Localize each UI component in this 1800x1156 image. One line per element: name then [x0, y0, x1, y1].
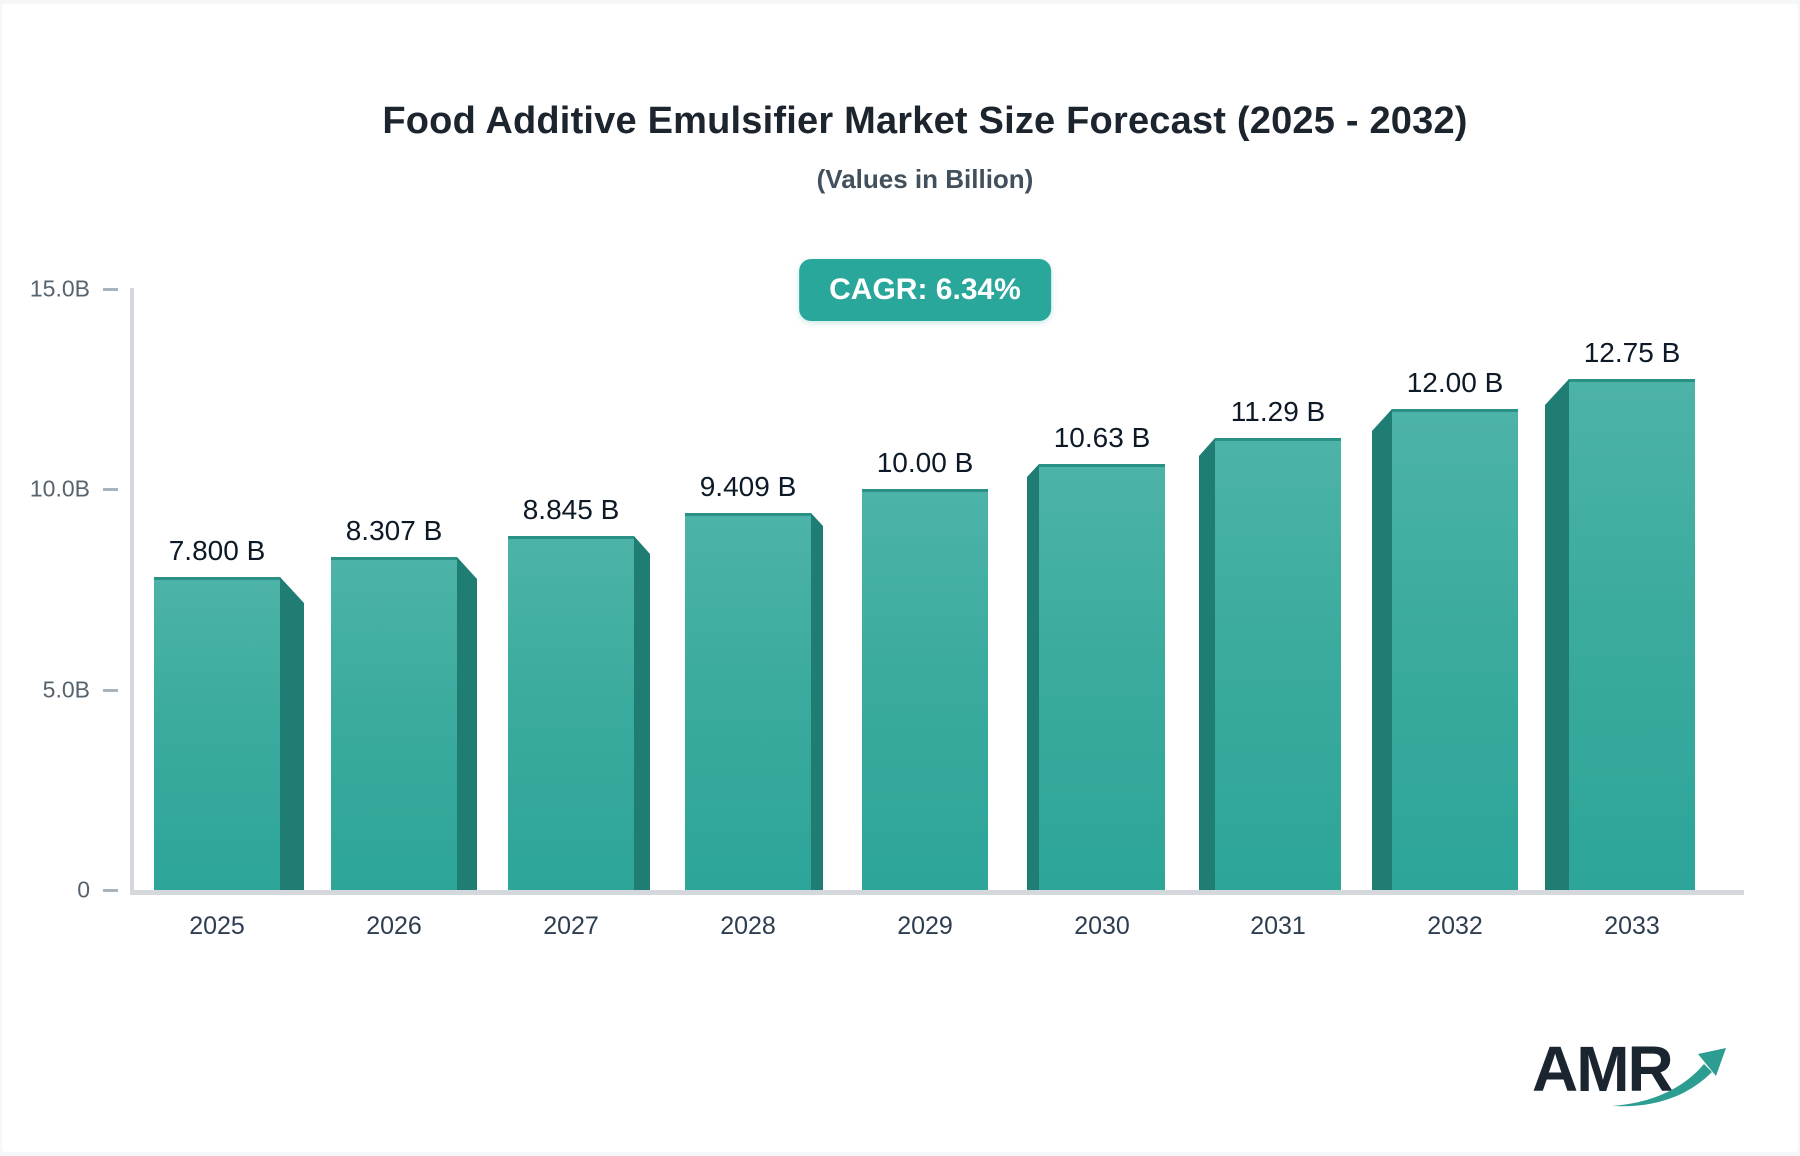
x-tick-label: 2032	[1427, 912, 1483, 940]
trending-up-arrow-icon	[1612, 1048, 1726, 1107]
bar-side-2033	[1545, 379, 1569, 890]
x-tick-label: 2026	[366, 912, 422, 940]
amr-logo-text: AMR	[1532, 1033, 1674, 1105]
bar-side-2027	[634, 536, 650, 890]
bar-side-2028	[811, 513, 823, 890]
x-tick-label: 2031	[1250, 912, 1306, 940]
x-tick-label: 2033	[1604, 912, 1660, 940]
chart-title: Food Additive Emulsifier Market Size For…	[382, 100, 1468, 142]
y-tick-label: 10.0B	[29, 475, 90, 502]
bar-front-2028	[685, 513, 811, 890]
chart-canvas: 0 5.0B 10.0B 15.0B 7.800 B 2025 8.307 B 2026 8.8…	[2, 4, 1800, 1156]
bar-front-2027	[508, 536, 634, 890]
bar-value-label: 12.00 B	[1406, 367, 1504, 398]
bar-value-label: 11.29 B	[1230, 396, 1326, 427]
bar-value-label: 8.845 B	[522, 494, 620, 525]
y-tick-mark	[103, 287, 118, 291]
amr-logo: AMR	[1532, 1032, 1726, 1122]
bar-front-2029	[862, 489, 988, 890]
x-tick-label: 2028	[720, 912, 776, 940]
y-tick-mark	[103, 488, 118, 492]
x-tick-label: 2027	[543, 912, 599, 940]
bar-front-2025	[154, 577, 280, 890]
bar-front-2031	[1215, 438, 1341, 890]
bar-value-label: 10.63 B	[1053, 422, 1151, 453]
x-tick-label: 2029	[897, 912, 953, 940]
y-tick-label: 5.0B	[42, 676, 90, 703]
bar-value-label: 7.800 B	[168, 535, 266, 566]
y-tick-label: 0	[77, 876, 90, 903]
y-tick-mark	[103, 889, 118, 892]
bar-value-label: 8.307 B	[345, 515, 443, 546]
x-axis	[130, 890, 1744, 895]
chart-subtitle: (Values in Billion)	[816, 164, 1034, 194]
chart-card: Food Additive Emulsifier Market Size For…	[2, 4, 1798, 1152]
bar-value-label: 9.409 B	[699, 471, 797, 502]
bar-value-label: 12.75 B	[1583, 337, 1681, 368]
x-tick-label: 2030	[1074, 912, 1130, 940]
x-tick-label: 2025	[189, 912, 245, 940]
bar-side-2031	[1199, 438, 1215, 890]
y-axis	[130, 288, 134, 894]
bar-side-2025	[280, 577, 304, 890]
bar-side-2032	[1372, 409, 1392, 890]
bar-front-2032	[1392, 409, 1518, 890]
bar-front-2026	[331, 557, 457, 890]
bar-front-2033	[1569, 379, 1695, 890]
y-tick-mark	[103, 688, 118, 692]
bar-side-2030	[1027, 464, 1039, 890]
bar-value-label: 10.00 B	[876, 447, 974, 478]
y-tick-label: 15.0B	[29, 275, 90, 302]
bar-side-2026	[457, 557, 477, 890]
cagr-badge: CAGR: 6.34%	[799, 259, 1051, 321]
bar-front-2030	[1039, 464, 1165, 890]
